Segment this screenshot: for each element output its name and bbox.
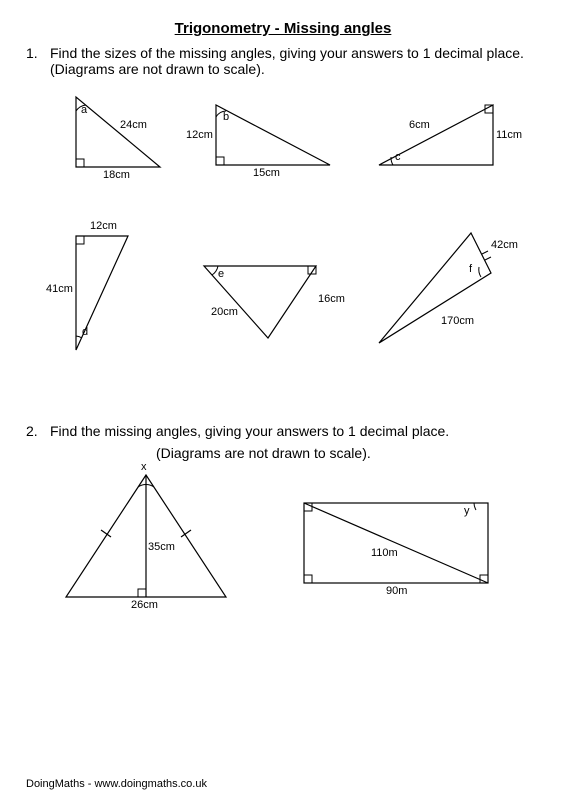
side-x1: 35cm — [148, 541, 175, 553]
side-d1: 12cm — [90, 220, 117, 232]
side-f1: 42cm — [491, 239, 518, 251]
triangle-c: 6cm c 11cm — [371, 97, 501, 182]
angle-d: d — [82, 326, 88, 338]
angle-c: c — [395, 151, 401, 163]
q2-diagrams: x 35cm 26cm y 110m 90m — [26, 467, 540, 647]
triangle-a: a 24cm 18cm — [68, 89, 168, 179]
rectangle-y: y 110m 90m — [296, 495, 496, 600]
side-c2: 11cm — [496, 129, 522, 141]
side-b2: 15cm — [253, 167, 280, 179]
footer-text: DoingMaths - www.doingmaths.co.uk — [26, 778, 207, 790]
question-2: 2. Find the missing angles, giving your … — [26, 423, 540, 439]
q2-number: 2. — [26, 423, 50, 439]
angle-x: x — [141, 461, 147, 473]
q2-text: Find the missing angles, giving your ans… — [50, 423, 540, 439]
side-x2: 26cm — [131, 599, 158, 611]
side-c1: 6cm — [409, 119, 430, 131]
side-b1: 12cm — [186, 129, 213, 141]
side-e2: 16cm — [318, 293, 345, 305]
side-f2: 170cm — [441, 315, 474, 327]
triangle-x: x 35cm 26cm — [56, 467, 236, 622]
side-a2: 18cm — [103, 169, 130, 181]
worksheet-page: Trigonometry - Missing angles 1. Find th… — [0, 0, 566, 800]
q1-text: Find the sizes of the missing angles, gi… — [50, 45, 540, 77]
angle-b: b — [223, 111, 229, 123]
q2-note: (Diagrams are not drawn to scale). — [156, 445, 540, 461]
angle-y: y — [464, 505, 470, 517]
side-a1: 24cm — [120, 119, 147, 131]
triangle-f: 42cm f 170cm — [371, 225, 501, 360]
question-1: 1. Find the sizes of the missing angles,… — [26, 45, 540, 77]
q1-number: 1. — [26, 45, 50, 77]
q1-diagrams: a 24cm 18cm b 12cm 15cm 6cm c 11cm — [26, 83, 540, 423]
side-e1: 20cm — [211, 306, 238, 318]
triangle-b: b 12cm 15cm — [208, 97, 338, 182]
angle-a: a — [81, 104, 87, 116]
angle-f: f — [469, 263, 472, 275]
page-title: Trigonometry - Missing angles — [26, 20, 540, 37]
side-y2: 90m — [386, 585, 407, 597]
angle-e: e — [218, 268, 224, 280]
triangle-d: 12cm 41cm d — [68, 228, 148, 363]
side-d2: 41cm — [46, 283, 73, 295]
side-y1: 110m — [371, 547, 398, 559]
triangle-e: e 20cm 16cm — [196, 258, 326, 353]
